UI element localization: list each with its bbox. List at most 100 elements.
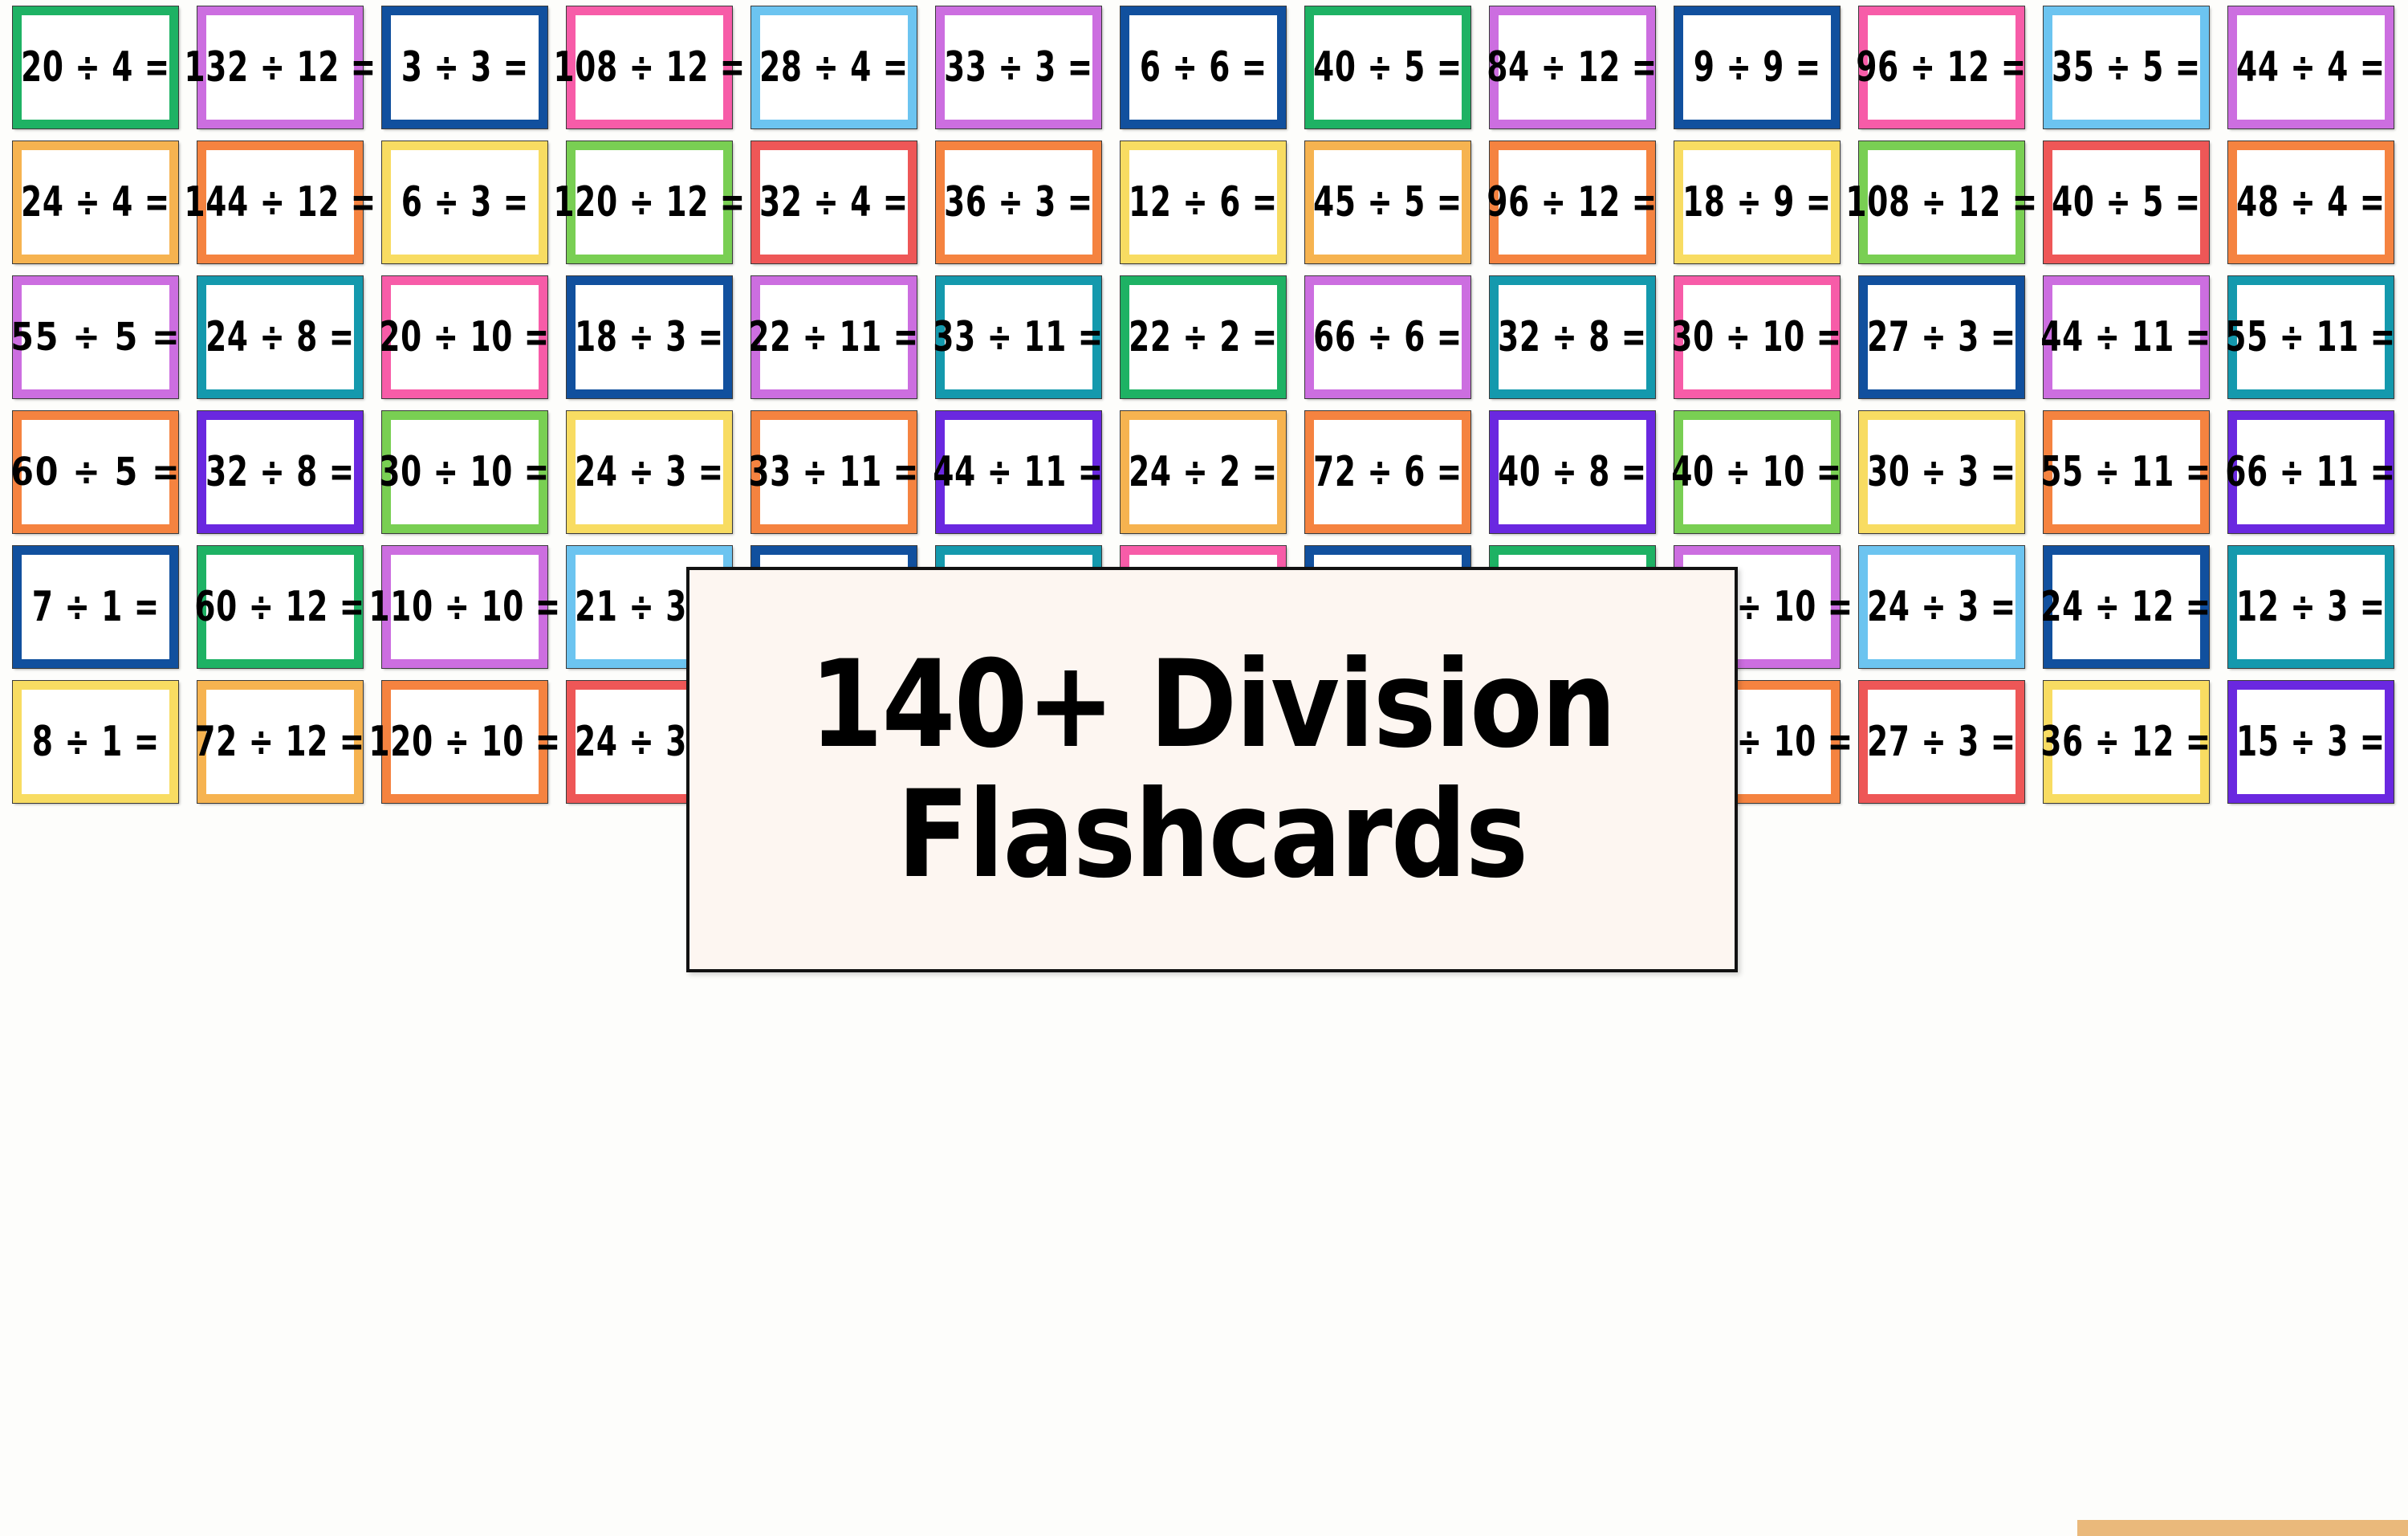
flashcard[interactable]: 44 ÷ 11 = bbox=[934, 410, 1104, 534]
flashcard[interactable]: 72 ÷ 12 = bbox=[195, 680, 365, 804]
division-equation: 24 ÷ 4 = bbox=[21, 178, 170, 226]
division-equation: 44 ÷ 11 = bbox=[933, 448, 1104, 496]
flashcard[interactable]: 66 ÷ 6 = bbox=[1304, 275, 1471, 399]
division-equation: 24 ÷ 8 = bbox=[205, 313, 355, 361]
division-equation: 6 ÷ 6 = bbox=[1139, 43, 1267, 92]
flashcard[interactable]: 7 ÷ 1 = bbox=[12, 545, 179, 669]
flashcard[interactable]: 36 ÷ 3 = bbox=[935, 141, 1102, 264]
flashcard[interactable]: 84 ÷ 12 = bbox=[1487, 6, 1658, 129]
flashcard[interactable]: 33 ÷ 11 = bbox=[934, 275, 1104, 399]
flashcard[interactable]: 24 ÷ 12 = bbox=[2041, 545, 2211, 669]
flashcard[interactable]: 20 ÷ 4 = bbox=[12, 6, 179, 129]
flashcard[interactable]: 108 ÷ 12 = bbox=[553, 6, 745, 129]
flashcard[interactable]: 30 ÷ 3 = bbox=[1858, 410, 2025, 534]
flashcard-face: 44 ÷ 11 = bbox=[2041, 285, 2211, 389]
flashcard[interactable]: 60 ÷ 12 = bbox=[194, 545, 366, 669]
flashcard[interactable]: 28 ÷ 4 = bbox=[750, 6, 917, 129]
flashcard-face: 40 ÷ 10 = bbox=[1672, 420, 1842, 524]
flashcard-face: 7 ÷ 1 = bbox=[22, 555, 169, 659]
flashcard[interactable]: 32 ÷ 8 = bbox=[197, 410, 364, 534]
division-equation: 55 ÷ 5 = bbox=[10, 315, 181, 360]
flashcard-face: 108 ÷ 12 = bbox=[553, 15, 745, 120]
flashcard[interactable]: 48 ÷ 4 = bbox=[2227, 141, 2394, 264]
flashcard[interactable]: 108 ÷ 12 = bbox=[1845, 141, 2037, 264]
division-equation: 40 ÷ 8 = bbox=[1498, 448, 1647, 496]
flashcard[interactable]: 27 ÷ 3 = bbox=[1858, 680, 2025, 804]
flashcard-face: 6 ÷ 3 = bbox=[391, 150, 539, 255]
flashcard[interactable]: 15 ÷ 3 = bbox=[2227, 680, 2394, 804]
flashcard[interactable]: 40 ÷ 5 = bbox=[1304, 6, 1471, 129]
flashcard-face: 32 ÷ 8 = bbox=[205, 420, 354, 524]
division-equation: 120 ÷ 12 = bbox=[553, 178, 746, 226]
flashcard[interactable]: 3 ÷ 3 = bbox=[381, 6, 548, 129]
flashcard[interactable]: 32 ÷ 8 = bbox=[1489, 275, 1656, 399]
flashcard[interactable]: 24 ÷ 4 = bbox=[12, 141, 179, 264]
flashcard[interactable]: 9 ÷ 9 = bbox=[1674, 6, 1841, 129]
flashcard[interactable]: 120 ÷ 12 = bbox=[553, 141, 745, 264]
flashcard[interactable]: 18 ÷ 9 = bbox=[1674, 141, 1841, 264]
flashcard[interactable]: 60 ÷ 5 = bbox=[10, 410, 179, 534]
flashcard-face: 55 ÷ 11 = bbox=[2226, 285, 2396, 389]
flashcard[interactable]: 33 ÷ 3 = bbox=[935, 6, 1102, 129]
flashcard[interactable]: 12 ÷ 3 = bbox=[2227, 545, 2394, 669]
flashcard[interactable]: 24 ÷ 3 = bbox=[566, 410, 733, 534]
flashcard[interactable]: 24 ÷ 8 = bbox=[197, 275, 364, 399]
flashcard-face: 33 ÷ 11 = bbox=[934, 285, 1104, 389]
flashcard-face: 24 ÷ 3 = bbox=[1867, 555, 2015, 659]
division-equation: 120 ÷ 10 = bbox=[368, 718, 561, 766]
flashcard-face: 55 ÷ 11 = bbox=[2041, 420, 2211, 524]
flashcard-face: 8 ÷ 1 = bbox=[22, 690, 169, 794]
flashcard[interactable]: 72 ÷ 6 = bbox=[1304, 410, 1471, 534]
flashcard[interactable]: 45 ÷ 5 = bbox=[1304, 141, 1471, 264]
flashcard[interactable]: 55 ÷ 11 = bbox=[2226, 275, 2396, 399]
flashcard[interactable]: 32 ÷ 4 = bbox=[750, 141, 917, 264]
flashcard[interactable]: 40 ÷ 10 = bbox=[1672, 410, 1842, 534]
flashcard[interactable]: 144 ÷ 12 = bbox=[184, 141, 376, 264]
division-equation: 32 ÷ 8 = bbox=[1498, 313, 1647, 361]
flashcard[interactable]: 110 ÷ 10 = bbox=[368, 545, 560, 669]
flashcard-face: 120 ÷ 10 = bbox=[368, 690, 560, 794]
flashcard[interactable]: 22 ÷ 2 = bbox=[1120, 275, 1287, 399]
flashcard-face: 22 ÷ 2 = bbox=[1129, 285, 1277, 389]
flashcard-grid: 20 ÷ 4 = 132 ÷ 12 = 3 ÷ 3 = 108 ÷ 12 = 28 ÷ … bbox=[10, 6, 2408, 816]
flashcard[interactable]: 55 ÷ 5 = bbox=[10, 275, 181, 399]
flashcard[interactable]: 96 ÷ 12 = bbox=[1857, 6, 2027, 129]
division-equation: 96 ÷ 12 = bbox=[1856, 43, 2028, 92]
flashcard-face: 24 ÷ 8 = bbox=[205, 285, 355, 389]
division-equation: 60 ÷ 12 = bbox=[194, 583, 366, 631]
flashcard[interactable]: 27 ÷ 3 = bbox=[1858, 275, 2025, 399]
flashcard[interactable]: 35 ÷ 5 = bbox=[2043, 6, 2210, 129]
flashcard[interactable]: 40 ÷ 5 = bbox=[2043, 141, 2210, 264]
flashcard[interactable]: 132 ÷ 12 = bbox=[184, 6, 376, 129]
flashcard-face: 28 ÷ 4 = bbox=[759, 15, 908, 120]
flashcard[interactable]: 6 ÷ 3 = bbox=[381, 141, 548, 264]
flashcard[interactable]: 120 ÷ 10 = bbox=[368, 680, 560, 804]
division-equation: 36 ÷ 3 = bbox=[944, 178, 1093, 226]
flashcard[interactable]: 33 ÷ 11 = bbox=[749, 410, 919, 534]
division-equation: 40 ÷ 5 = bbox=[2052, 178, 2201, 226]
flashcard[interactable]: 24 ÷ 3 = bbox=[1858, 545, 2025, 669]
flashcard[interactable]: 44 ÷ 11 = bbox=[2041, 275, 2211, 399]
division-equation: 55 ÷ 11 = bbox=[2040, 448, 2212, 496]
division-equation: 12 ÷ 6 = bbox=[1129, 178, 1278, 226]
flashcard[interactable]: 55 ÷ 11 = bbox=[2041, 410, 2211, 534]
flashcard[interactable]: 18 ÷ 3 = bbox=[566, 275, 733, 399]
flashcard-face: 44 ÷ 11 = bbox=[934, 420, 1104, 524]
flashcard[interactable]: 22 ÷ 11 = bbox=[749, 275, 919, 399]
flashcard[interactable]: 20 ÷ 10 = bbox=[380, 275, 550, 399]
flashcard-face: 40 ÷ 5 = bbox=[2052, 150, 2200, 255]
flashcard[interactable]: 30 ÷ 10 = bbox=[1672, 275, 1842, 399]
flashcard[interactable]: 96 ÷ 12 = bbox=[1487, 141, 1658, 264]
flashcard[interactable]: 30 ÷ 10 = bbox=[380, 410, 550, 534]
flashcard-face: 32 ÷ 8 = bbox=[1498, 285, 1647, 389]
division-equation: 32 ÷ 4 = bbox=[759, 178, 909, 226]
flashcard[interactable]: 36 ÷ 12 = bbox=[2041, 680, 2211, 804]
flashcard[interactable]: 24 ÷ 2 = bbox=[1120, 410, 1287, 534]
flashcard[interactable]: 8 ÷ 1 = bbox=[12, 680, 179, 804]
flashcard[interactable]: 6 ÷ 6 = bbox=[1120, 6, 1287, 129]
flashcard[interactable]: 66 ÷ 11 = bbox=[2226, 410, 2396, 534]
flashcard[interactable]: 12 ÷ 6 = bbox=[1120, 141, 1287, 264]
flashcard-face: 24 ÷ 3 = bbox=[575, 420, 723, 524]
flashcard[interactable]: 44 ÷ 4 = bbox=[2227, 6, 2394, 129]
flashcard[interactable]: 40 ÷ 8 = bbox=[1489, 410, 1656, 534]
